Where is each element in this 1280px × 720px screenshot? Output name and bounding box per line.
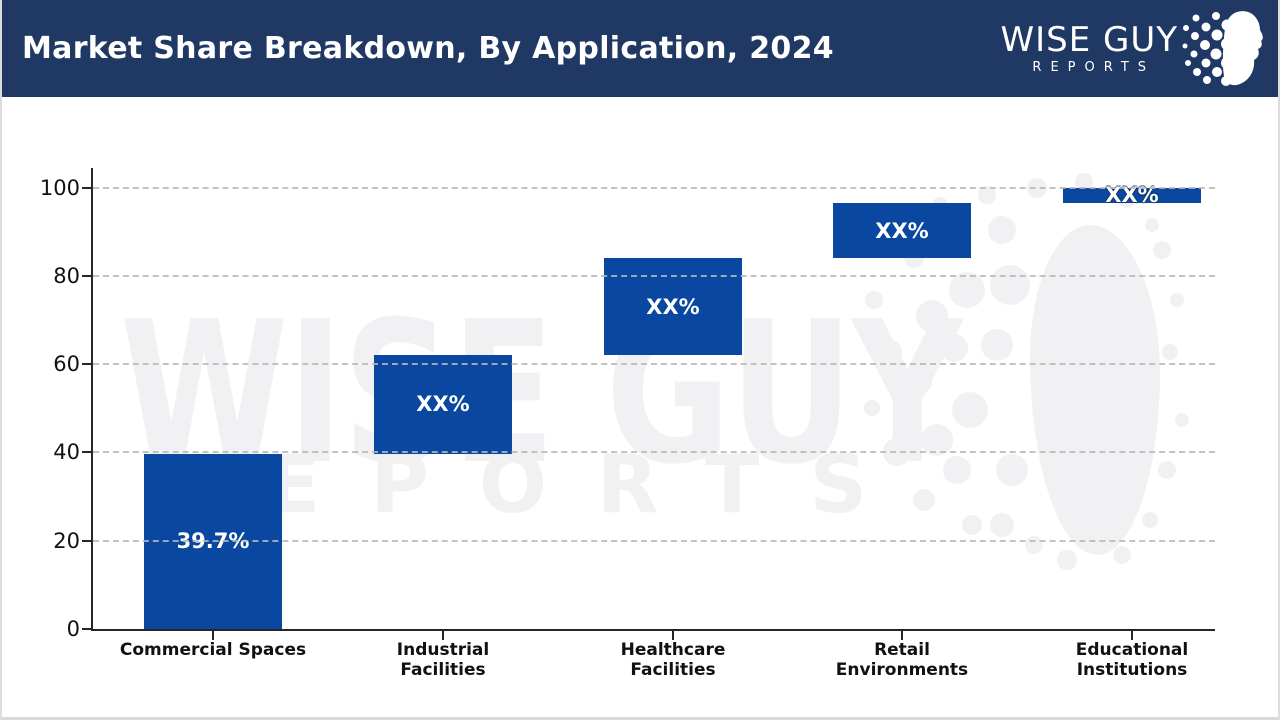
watermark-dot [1175,413,1189,427]
chart-title: Market Share Breakdown, By Application, … [22,31,834,66]
watermark-dot [908,370,932,394]
watermark-dot [940,334,968,362]
watermark-dot [864,400,880,416]
gridline [93,451,1215,454]
watermark-dot [990,265,1030,305]
watermark-dot [1170,293,1184,307]
y-tick-mark [82,628,91,630]
gridline [93,186,1215,189]
gridline [93,274,1215,277]
watermark-dot [1057,550,1077,570]
watermark-dot [865,291,883,309]
watermark-dot [988,216,1016,244]
watermark-dot [1162,344,1178,360]
gridline [93,363,1215,366]
bar-value-label: XX% [875,218,929,243]
bar-value-label: XX% [416,392,470,417]
brand-logo-wiseguy: WISE GUY [1000,20,1178,60]
brand-logo-text: WISE GUY REPORTS [1000,23,1178,74]
y-tick-label: 80 [53,263,80,288]
x-tick-mark [672,631,674,640]
watermark-head-blob [1030,225,1160,555]
bar-2: XX% [374,355,512,454]
x-tick-label: Industrial Facilities [396,640,490,680]
watermark-dot [996,454,1028,486]
x-tick-mark [442,631,444,640]
x-tick-mark [212,631,214,640]
bar-3: XX% [604,258,742,356]
x-tick-label: Healthcare Facilities [620,640,726,680]
x-tick-label: Educational Institutions [1075,640,1189,680]
watermark-dot [1142,512,1158,528]
x-axis-line [91,629,1215,631]
watermark-dot [1153,241,1171,259]
brand-logo-reports: REPORTS [1032,60,1156,75]
watermark-dot [878,340,902,364]
bar-4: XX% [833,202,971,259]
y-tick-mark [82,363,91,366]
x-tick-label: Commercial Spaces [119,640,307,660]
watermark-dot [990,513,1014,537]
y-axis-line [91,168,93,631]
x-tick-mark [901,631,903,640]
watermark-dot [1158,461,1176,479]
watermark-dot [1145,218,1159,232]
y-tick-label: 20 [53,528,80,553]
y-tick-label: 100 [39,175,80,200]
watermark-dot [1113,546,1131,564]
y-tick-label: 60 [53,352,80,377]
watermark-dot [916,300,948,332]
y-tick-mark [82,274,91,277]
y-tick-label: 0 [66,617,80,641]
x-tick-label: Retail Environments [835,640,969,680]
x-tick-mark [1131,631,1133,640]
y-tick-mark [82,451,91,454]
footer-divider-line [2,717,1278,720]
gridline [93,539,1215,542]
y-tick-mark [82,539,91,542]
watermark-dot [981,329,1013,361]
watermark-dot [952,392,988,428]
bar-5: XX% [1063,183,1201,207]
watermark-dot [978,186,996,204]
brand-logo-head-icon [1182,10,1263,86]
watermark-dot [921,424,953,456]
watermark-dot [913,489,935,511]
y-tick-mark [82,186,91,189]
bar-value-label: XX% [646,294,700,319]
header-bar: Market Share Breakdown, By Application, … [2,0,1278,97]
watermark-dot [943,456,971,484]
y-tick-label: 40 [53,440,80,465]
brand-logo: WISE GUY REPORTS [1000,6,1264,92]
watermark-dot [962,515,982,535]
watermark-dot [949,272,985,308]
